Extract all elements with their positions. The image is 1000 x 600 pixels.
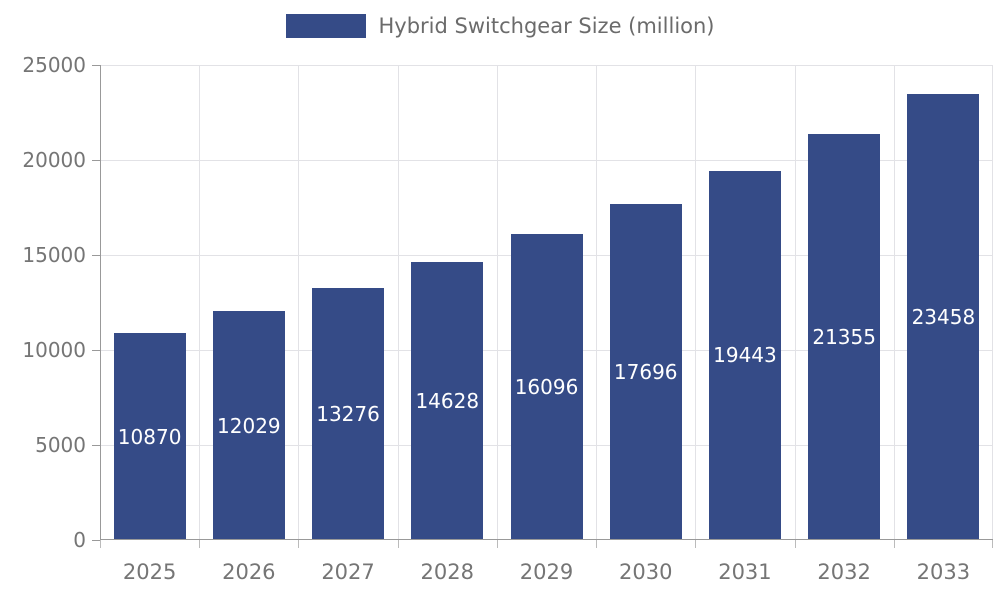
v-gridline-9 — [992, 65, 993, 540]
x-axis-tick-4 — [496, 540, 498, 548]
bar-2026[interactable]: 12029 — [212, 311, 285, 540]
legend-label: Hybrid Switchgear Size (million) — [378, 14, 715, 38]
bar-value-2032: 21355 — [812, 325, 876, 350]
bar-value-2027: 13276 — [316, 401, 380, 426]
v-gridline-3 — [397, 65, 399, 540]
bar-value-2025: 10870 — [117, 424, 182, 449]
y-axis-line — [100, 65, 101, 540]
y-axis-label-10000: 10000 — [22, 338, 86, 362]
x-axis-label-2028: 2028 — [420, 560, 474, 584]
bar-value-2030: 17696 — [613, 359, 678, 384]
legend-item[interactable]: Hybrid Switchgear Size (million) — [0, 14, 1000, 38]
h-gridline-20000 — [100, 160, 993, 161]
x-axis-tick-5 — [596, 540, 598, 548]
bar-2031[interactable]: 19443 — [708, 170, 781, 540]
x-axis-tick-0 — [100, 540, 101, 548]
bar-2033[interactable]: 23458 — [907, 94, 980, 540]
x-axis-line — [100, 539, 993, 540]
v-gridline-8 — [893, 65, 895, 540]
bar-value-2031: 19443 — [713, 343, 777, 368]
bar-value-2028: 14628 — [415, 389, 480, 414]
v-gridline-7 — [794, 65, 796, 540]
x-axis-tick-1 — [199, 540, 201, 548]
x-axis-label-2033: 2033 — [916, 560, 971, 584]
bar-2030[interactable]: 17696 — [609, 203, 682, 540]
y-axis-label-20000: 20000 — [22, 148, 86, 172]
x-axis-label-2029: 2029 — [519, 560, 574, 584]
bar-value-2033: 23458 — [911, 305, 976, 330]
x-axis-tick-2 — [298, 540, 300, 548]
bar-2029[interactable]: 16096 — [510, 234, 583, 540]
y-axis-label-15000: 15000 — [22, 243, 86, 267]
y-axis-label-5000: 5000 — [35, 433, 86, 457]
x-axis-label-2032: 2032 — [817, 560, 871, 584]
x-axis-tick-9 — [992, 540, 993, 548]
x-axis-label-2030: 2030 — [618, 560, 673, 584]
x-axis-label-2025: 2025 — [122, 560, 177, 584]
bar-2027[interactable]: 13276 — [312, 287, 385, 540]
v-gridline-5 — [596, 65, 598, 540]
bar-value-2029: 16096 — [514, 375, 579, 400]
v-gridline-2 — [298, 65, 300, 540]
x-axis-label-2027: 2027 — [321, 560, 375, 584]
v-gridline-4 — [496, 65, 498, 540]
h-gridline-25000 — [100, 65, 993, 66]
v-gridline-1 — [199, 65, 201, 540]
y-axis-tick-15000 — [92, 255, 100, 256]
bar-2025[interactable]: 10870 — [113, 333, 186, 540]
bar-value-2026: 12029 — [217, 413, 281, 438]
y-axis-tick-0 — [92, 540, 100, 541]
legend-swatch — [285, 14, 366, 38]
y-axis-tick-25000 — [92, 65, 100, 66]
plot-area: 10870 12029 13276 14628 16096 17696 19443 21355… — [100, 65, 993, 540]
v-gridline-6 — [695, 65, 697, 540]
x-axis-tick-7 — [794, 540, 796, 548]
x-axis-tick-6 — [695, 540, 697, 548]
x-axis-label-2026: 2026 — [222, 560, 276, 584]
x-axis-tick-8 — [893, 540, 895, 548]
y-axis-label-0: 0 — [73, 528, 86, 552]
x-axis-tick-3 — [397, 540, 399, 548]
x-axis-label-2031: 2031 — [718, 560, 772, 584]
bar-2028[interactable]: 14628 — [411, 262, 484, 540]
y-axis-tick-5000 — [92, 445, 100, 446]
bar-2032[interactable]: 21355 — [808, 134, 881, 540]
y-axis-label-25000: 25000 — [22, 53, 86, 77]
y-axis-tick-20000 — [92, 160, 100, 161]
y-axis-tick-10000 — [92, 350, 100, 351]
